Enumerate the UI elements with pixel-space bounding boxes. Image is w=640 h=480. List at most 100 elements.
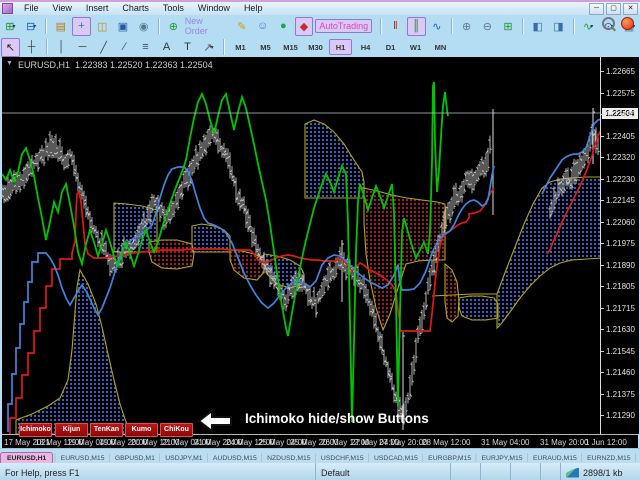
price-axis[interactable]: 1.22504 1.22665 1.22575 1.22490 1.22405 1.22… [600, 57, 639, 434]
crosshair-icon[interactable]: ┼ [22, 38, 41, 57]
toolbar-separator [46, 39, 47, 55]
new-order-label[interactable]: New Order [184, 16, 208, 36]
line-studies-toolbar: ↖ ┼ │ ─ ╱ ∕ ≡ A T ↗ ▾ M1 M5 M15 M30 H1 H4 D1 W1 MN [0, 37, 640, 57]
new-chart-icon[interactable]: ⊞ ▾ [1, 17, 20, 36]
chart-plot[interactable] [2, 57, 600, 434]
tab-usdjpy-m1[interactable]: USDJPY,M1 [165, 455, 203, 462]
candlestick-chart-icon[interactable]: ║ [406, 16, 426, 36]
shapes-icon[interactable]: ↗ ▾ [199, 38, 218, 57]
menu-help[interactable]: Help [243, 3, 263, 13]
tab-usdcad-m15[interactable]: USDCAD,M15 [373, 455, 418, 462]
trendline-icon[interactable]: ╱ [94, 38, 113, 57]
tab-eurnzd-m15[interactable]: EURNZD,M15 [587, 455, 631, 462]
ichimoku-button-kijun[interactable]: Kijun [55, 423, 88, 437]
date-label: 18 May 12:00 [35, 438, 84, 447]
current-price-box: 1.22504 [602, 108, 638, 119]
terminal-icon[interactable]: ▣ [114, 17, 133, 36]
tab-separator: │ [53, 455, 58, 462]
tab-audusd-m15[interactable]: AUDUSD,M15 [212, 455, 257, 462]
fibonacci-icon[interactable]: ≡ [136, 38, 155, 57]
bar-chart-icon[interactable]: ‖ [386, 17, 405, 36]
ichimoku-button-ichimoko[interactable]: Ichimoko [19, 423, 52, 437]
cursor-icon[interactable]: ↖ [1, 37, 20, 57]
horizontal-line-icon[interactable]: ─ [73, 38, 92, 57]
chart-autoscroll-icon: ◨ [553, 20, 564, 33]
timeframe-h4[interactable]: H4 [360, 42, 371, 52]
chart-window[interactable]: ▼ EURUSD,H1 1.22383 1.22520 1.22363 1.22… [2, 57, 639, 449]
new-chart-icon: ⊞ [5, 20, 15, 33]
menu-charts[interactable]: Charts [122, 3, 149, 13]
data-window-icon[interactable]: + [72, 16, 91, 36]
price-tick [601, 329, 604, 330]
status-cell [540, 463, 560, 480]
kumo-cloud-blue [15, 268, 133, 434]
new-order-icon: ⊕ [168, 20, 178, 33]
chart-header: ▼ EURUSD,H1 1.22383 1.22520 1.22363 1.22… [6, 60, 213, 70]
timeframe-mn[interactable]: MN [434, 42, 447, 52]
tab-eurgbp-m15[interactable]: EURGBP,M15 [428, 455, 472, 462]
minimize-button[interactable]: ─ [589, 3, 604, 15]
timeframe-m15[interactable]: M15 [283, 42, 298, 52]
experts-icon[interactable]: ☺ [253, 17, 272, 36]
menu-file[interactable]: File [24, 3, 39, 13]
tab-nzdusd-m15[interactable]: NZDUSD,M15 [267, 455, 311, 462]
status-cell [480, 463, 510, 480]
app-icon[interactable] [2, 3, 13, 14]
zoom-out-icon[interactable]: ⊖ [478, 17, 497, 36]
date-label: 19 May 20:00 [99, 438, 148, 447]
tab-separator: │ [205, 455, 210, 462]
kumo-cloud-red [363, 187, 446, 332]
timeframe-w1[interactable]: W1 [409, 42, 422, 52]
search-icon[interactable] [602, 17, 615, 30]
navigator-icon[interactable]: ◫ [93, 17, 112, 36]
chart-autoscroll-icon[interactable]: ◨ [549, 17, 568, 36]
channel-icon[interactable]: ∕ [115, 38, 134, 57]
status-profile[interactable]: Default [315, 463, 450, 480]
date-axis[interactable]: 17 May 2021 18 May 12:00 19 May 04:00 19 Ma… [2, 434, 638, 449]
tab-usdchf-m15[interactable]: USDCHF,M15 [320, 455, 364, 462]
menu-insert[interactable]: Insert [85, 3, 109, 13]
text-label-icon[interactable]: T [178, 38, 197, 57]
autotrading-icon[interactable]: ◆ [294, 16, 314, 36]
vertical-line-icon[interactable]: │ [52, 38, 71, 57]
ichimoku-button-chikou[interactable]: ChiKou [160, 423, 193, 437]
status-help: For Help, press F1 [5, 467, 80, 478]
tab-gbpusd-m1[interactable]: GBPUSD,M1 [114, 455, 155, 462]
price-tick [601, 135, 604, 137]
profiles-icon[interactable]: ⊟ ▾ [22, 17, 41, 36]
menu-items: File View Insert Charts Tools Window Help [17, 2, 269, 15]
tab-euraud-m15[interactable]: EURAUD,M15 [532, 455, 577, 462]
kijun-line [9, 187, 495, 434]
ichimoku-button-kumo[interactable]: Kumo [125, 423, 158, 437]
timeframe-d1[interactable]: D1 [385, 42, 396, 52]
strategy-tester-icon[interactable]: ◉ [134, 17, 153, 36]
world-icon[interactable]: ● [274, 17, 293, 36]
close-button[interactable]: ✕ [623, 3, 638, 15]
text-icon[interactable]: A [157, 38, 176, 57]
menu-window[interactable]: Window [197, 3, 230, 13]
metaeditor-icon[interactable]: ✎ [233, 17, 252, 36]
indicators-icon[interactable]: ∿ ▾ [579, 17, 598, 36]
ichimoku-button-tenkan[interactable]: TenKan [90, 423, 123, 437]
menu-tools[interactable]: Tools [162, 3, 184, 13]
timeframe-m5[interactable]: M5 [260, 42, 271, 52]
chart-shift-icon[interactable]: ◧ [528, 17, 547, 36]
menu-view[interactable]: View [52, 3, 72, 13]
date-label: 28 May 12:00 [422, 438, 471, 447]
tile-windows-icon[interactable]: ⊞ [499, 17, 518, 36]
autotrading-label[interactable]: AutoTrading [315, 19, 373, 33]
timeframe-m1[interactable]: M1 [235, 42, 246, 52]
market-watch-icon[interactable]: ▤ [51, 17, 70, 36]
tab-eurusd-h1[interactable]: EURUSD,H1 [0, 452, 54, 464]
zoom-in-icon[interactable]: ⊕ [457, 17, 476, 36]
notification-icon[interactable] [621, 17, 634, 30]
tab-eurjpy-m15[interactable]: EURJPY,M15 [481, 455, 523, 462]
line-chart-icon[interactable]: ∿ [428, 17, 447, 36]
new-order-icon[interactable]: ⊕ [164, 17, 183, 36]
chart-dropdown-icon[interactable]: ▼ [6, 60, 13, 67]
timeframe-h1[interactable]: H1 [329, 39, 352, 55]
timeframe-m30[interactable]: M30 [308, 42, 323, 52]
profiles-icon: ⊟ [25, 20, 36, 33]
tab-eurusd-m15[interactable]: EURUSD,M15 [60, 455, 105, 462]
restore-button[interactable]: ▢ [606, 3, 621, 15]
